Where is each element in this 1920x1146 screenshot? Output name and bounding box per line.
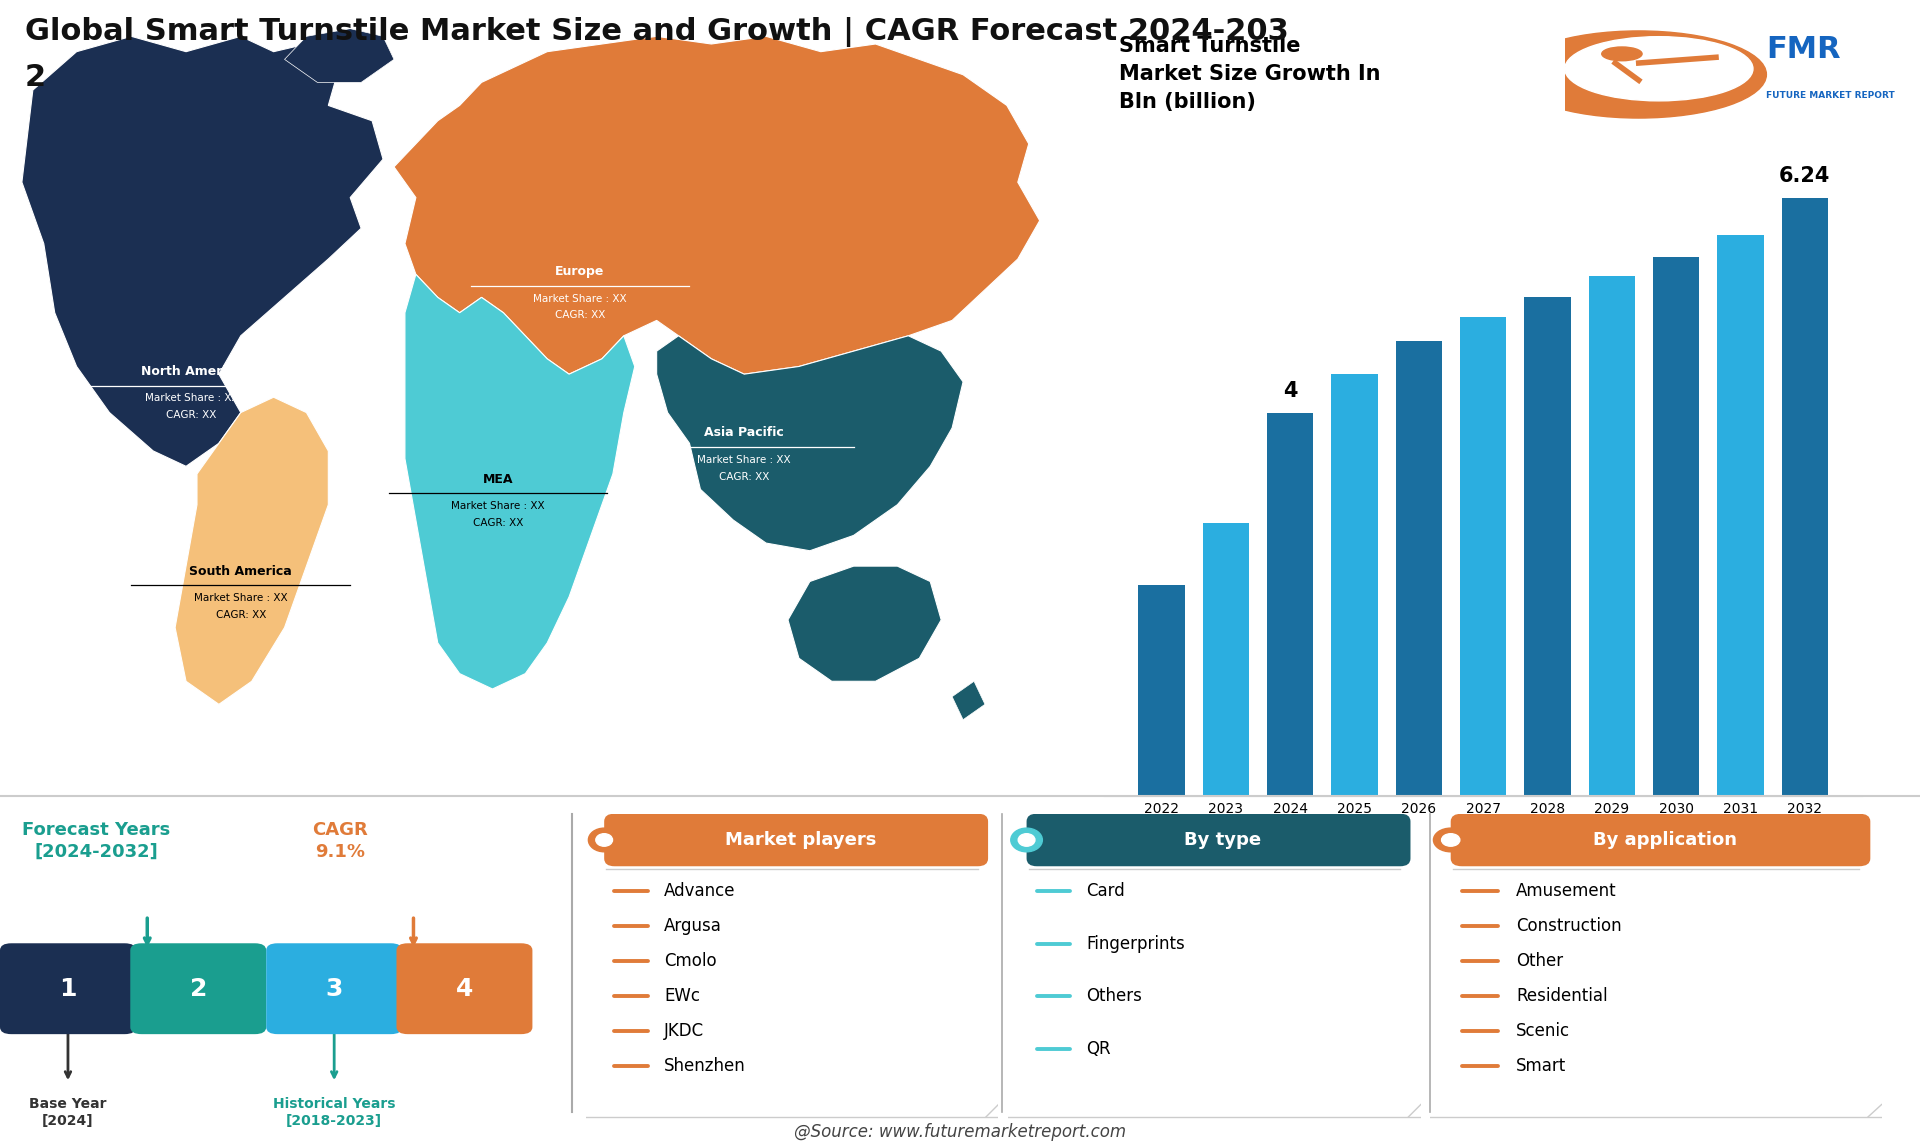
Text: FUTURE MARKET REPORT: FUTURE MARKET REPORT [1766, 91, 1895, 100]
Bar [1653, 257, 1699, 796]
Text: JKDC: JKDC [664, 1022, 705, 1041]
Bar [1524, 297, 1571, 796]
Bar [1139, 586, 1185, 796]
Text: Market Share : XX: Market Share : XX [451, 501, 545, 511]
Text: Argusa: Argusa [664, 917, 722, 935]
Text: 2: 2 [25, 63, 46, 92]
Text: MEA: MEA [482, 472, 513, 486]
Text: CAGR: XX: CAGR: XX [215, 610, 267, 620]
Text: Others: Others [1087, 987, 1142, 1005]
Text: Market Share : XX: Market Share : XX [697, 455, 791, 465]
Text: Historical Years
[2018-2023]: Historical Years [2018-2023] [273, 1097, 396, 1129]
Circle shape [1434, 829, 1469, 851]
Text: By type: By type [1185, 831, 1261, 849]
FancyBboxPatch shape [605, 814, 989, 866]
Circle shape [1018, 833, 1035, 846]
Text: Asia Pacific: Asia Pacific [705, 426, 783, 439]
Bar [1459, 316, 1507, 796]
Text: QR: QR [1087, 1039, 1112, 1058]
Text: Shenzhen: Shenzhen [664, 1058, 745, 1075]
Circle shape [1010, 829, 1043, 851]
Text: Market Share : XX: Market Share : XX [144, 393, 238, 403]
Circle shape [588, 829, 620, 851]
Bar [1588, 276, 1636, 796]
FancyBboxPatch shape [396, 943, 532, 1034]
Bar [1267, 413, 1313, 796]
Text: North America: North America [140, 366, 242, 378]
Text: Europe: Europe [555, 265, 605, 278]
FancyBboxPatch shape [0, 943, 136, 1034]
Circle shape [1565, 37, 1753, 101]
Polygon shape [284, 29, 394, 83]
Text: South America: South America [190, 565, 292, 578]
Text: 1: 1 [60, 976, 77, 1000]
Polygon shape [952, 681, 985, 720]
FancyBboxPatch shape [1027, 814, 1411, 866]
FancyBboxPatch shape [131, 943, 267, 1034]
Bar [1396, 340, 1442, 796]
Text: Cmolo: Cmolo [664, 952, 716, 971]
Text: Forecast Years
[2024-2032]: Forecast Years [2024-2032] [23, 821, 171, 861]
Text: 4: 4 [1283, 380, 1298, 401]
FancyBboxPatch shape [267, 943, 401, 1034]
Text: 6.24: 6.24 [1780, 166, 1830, 186]
Text: FMR: FMR [1766, 34, 1841, 64]
Circle shape [1601, 47, 1642, 61]
Polygon shape [175, 398, 328, 705]
Polygon shape [21, 37, 382, 466]
Text: Global Smart Turnstile Market Size and Growth | CAGR Forecast 2024-203: Global Smart Turnstile Market Size and G… [25, 17, 1288, 47]
Text: By application: By application [1594, 831, 1738, 849]
Text: Residential: Residential [1517, 987, 1607, 1005]
Text: CAGR
9.1%: CAGR 9.1% [311, 821, 369, 861]
Bar [1331, 374, 1379, 796]
Circle shape [595, 833, 612, 846]
Text: Market players: Market players [724, 831, 876, 849]
Bar [1202, 523, 1250, 796]
Bar [1782, 197, 1828, 796]
Text: CAGR: XX: CAGR: XX [167, 410, 217, 421]
Text: Market Share : XX: Market Share : XX [194, 592, 288, 603]
Circle shape [1511, 31, 1766, 118]
Text: Construction: Construction [1517, 917, 1622, 935]
Text: Smart: Smart [1517, 1058, 1567, 1075]
Text: Smart Turnstile
Market Size Growth In
Bln (billion): Smart Turnstile Market Size Growth In Bl… [1119, 37, 1380, 112]
Text: Base Year
[2024]: Base Year [2024] [29, 1097, 108, 1129]
Polygon shape [394, 37, 1039, 374]
Circle shape [1442, 833, 1459, 846]
Text: Card: Card [1087, 882, 1125, 900]
Polygon shape [405, 274, 636, 689]
Text: Fingerprints: Fingerprints [1087, 935, 1185, 952]
Text: CAGR: XX: CAGR: XX [718, 472, 770, 481]
Polygon shape [657, 336, 964, 551]
Polygon shape [787, 566, 941, 681]
Text: CAGR: XX: CAGR: XX [555, 311, 605, 321]
Text: Amusement: Amusement [1517, 882, 1617, 900]
Text: EWc: EWc [664, 987, 701, 1005]
Text: 2: 2 [190, 976, 207, 1000]
Text: Scenic: Scenic [1517, 1022, 1571, 1041]
Text: Advance: Advance [664, 882, 735, 900]
Text: 3: 3 [326, 976, 344, 1000]
Text: Market Share : XX: Market Share : XX [534, 293, 626, 304]
Text: @Source: www.futuremarketreport.com: @Source: www.futuremarketreport.com [795, 1123, 1125, 1141]
FancyBboxPatch shape [1452, 814, 1870, 866]
Bar [1716, 235, 1764, 796]
Text: CAGR: XX: CAGR: XX [472, 518, 522, 527]
Text: 4: 4 [455, 976, 472, 1000]
Text: Other: Other [1517, 952, 1563, 971]
